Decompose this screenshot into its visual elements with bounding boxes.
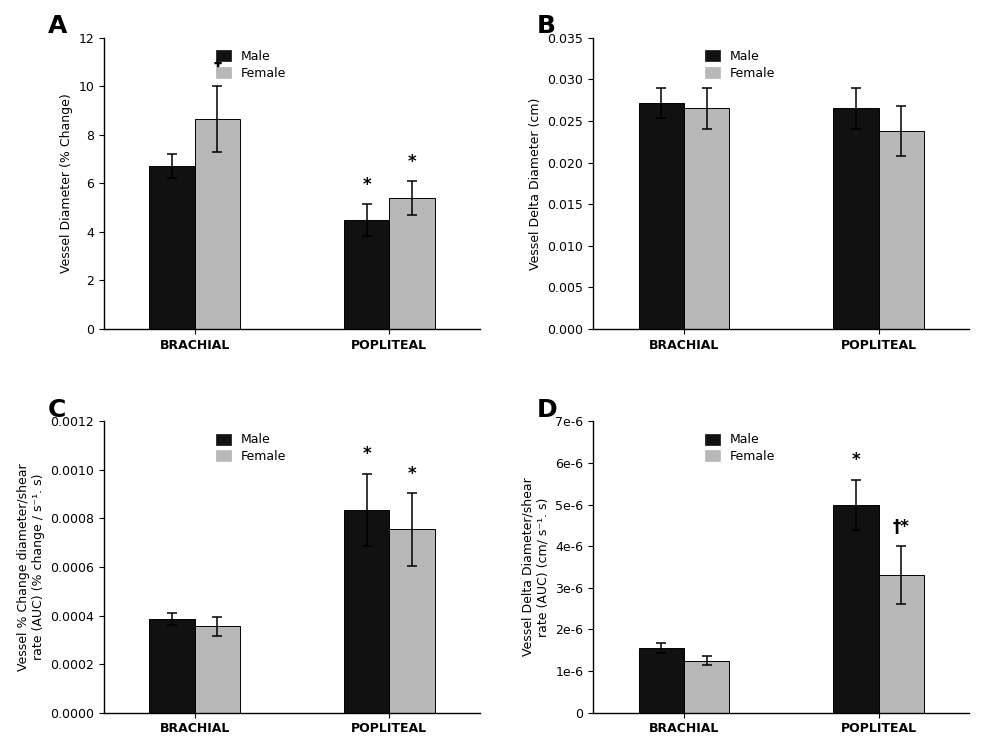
Legend: Male, Female: Male, Female <box>216 50 286 80</box>
Text: *: * <box>362 445 371 463</box>
Bar <box>344 510 389 713</box>
Bar <box>149 166 195 329</box>
Bar <box>879 131 924 329</box>
Text: D: D <box>536 398 557 422</box>
Legend: Male, Female: Male, Female <box>705 50 775 80</box>
Legend: Male, Female: Male, Female <box>216 433 286 463</box>
Bar <box>149 619 195 713</box>
Text: B: B <box>536 14 556 38</box>
Text: *: * <box>362 176 371 194</box>
Bar <box>833 108 879 329</box>
Bar <box>639 648 684 713</box>
Y-axis label: Vessel Delta Diameter/shear
rate (AUC) (cm/ s⁻¹. s): Vessel Delta Diameter/shear rate (AUC) (… <box>522 478 550 656</box>
Bar <box>344 220 389 329</box>
Bar <box>389 198 435 329</box>
Bar <box>639 102 684 329</box>
Text: *: * <box>407 465 416 483</box>
Bar <box>833 505 879 713</box>
Y-axis label: Vessel Delta Diameter (cm): Vessel Delta Diameter (cm) <box>528 97 542 269</box>
Bar <box>879 575 924 713</box>
Bar <box>389 529 435 713</box>
Text: †: † <box>213 58 222 76</box>
Y-axis label: Vessel Diameter (% Change): Vessel Diameter (% Change) <box>60 93 73 273</box>
Text: *: * <box>852 451 860 469</box>
Bar <box>684 660 730 713</box>
Y-axis label: Vessel % Change diameter/shear
rate (AUC) (% change / s⁻¹. s): Vessel % Change diameter/shear rate (AUC… <box>17 463 44 671</box>
Bar <box>195 119 241 329</box>
Bar <box>195 626 241 713</box>
Text: *: * <box>407 153 416 171</box>
Text: †*: †* <box>892 518 910 536</box>
Text: C: C <box>47 398 66 422</box>
Text: A: A <box>47 14 67 38</box>
Bar <box>684 108 730 329</box>
Legend: Male, Female: Male, Female <box>705 433 775 463</box>
